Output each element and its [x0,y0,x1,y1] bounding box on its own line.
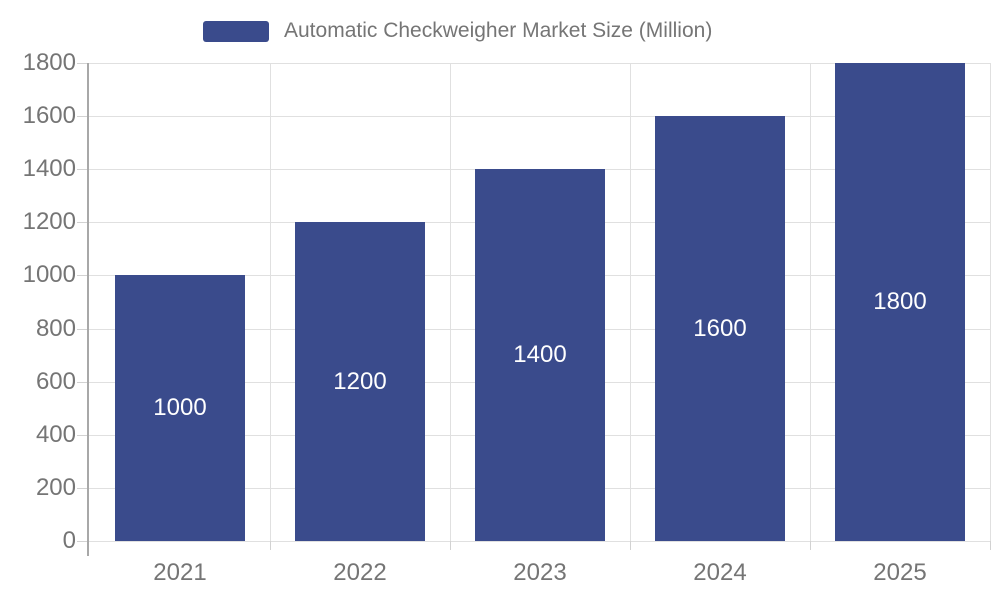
x-axis-tick [810,541,811,550]
bar-value-label: 1000 [153,394,207,421]
gridline-v [990,63,991,541]
legend-item[interactable]: Automatic Checkweigher Market Size (Mill… [203,19,712,43]
gridline-v [270,63,271,541]
gridline-h [89,541,990,542]
bar-value-label: 1400 [513,341,567,368]
y-axis-tick [77,222,87,223]
x-axis-label: 2022 [333,559,387,586]
y-axis-tick [77,275,87,276]
y-axis-label: 400 [35,421,76,448]
gridline-h [89,63,990,64]
bar-value-label: 1200 [333,367,387,395]
y-axis-tick [77,169,87,170]
y-axis-label: 200 [35,474,76,501]
x-axis-label: 2025 [873,559,927,586]
gridline-v [810,63,811,541]
gridline-v [450,63,451,541]
legend-swatch [203,20,269,42]
legend-label: Automatic Checkweigher Market Size (Mill… [284,19,713,42]
y-axis-label: 1000 [22,261,76,288]
bar-2025: 1800 [835,63,965,541]
gridline-h [89,116,990,117]
gridline-v [630,63,631,541]
bar-value-label: 1600 [693,314,747,342]
x-axis-label: 2021 [153,559,207,586]
y-axis-tick [77,329,87,330]
x-axis-tick [990,541,991,550]
x-axis-label: 2023 [513,559,567,586]
y-axis-tick [77,488,87,489]
bar-value-label: 1800 [873,288,927,315]
bar-2023: 1400 [475,169,605,541]
y-axis-line [87,63,89,556]
y-axis-tick [77,382,87,383]
y-axis-label: 1800 [22,49,76,76]
y-axis-label: 1600 [22,102,76,129]
y-axis-label: 800 [35,315,76,342]
y-axis-label: 1400 [22,155,76,182]
y-axis-label: 0 [62,527,76,554]
x-axis-label: 2024 [693,559,747,586]
y-axis-label: 1200 [22,208,76,235]
x-axis-tick [270,541,271,550]
bar-2024: 1600 [655,116,785,541]
bar-2021: 1000 [115,275,245,541]
y-axis-tick [77,541,87,542]
y-axis-tick [77,63,87,64]
y-axis-label: 600 [35,368,76,395]
x-axis-tick [450,541,451,550]
y-axis-tick [77,435,87,436]
x-axis-tick [630,541,631,550]
y-axis-tick [77,116,87,117]
bar-2022: 1200 [295,222,425,541]
